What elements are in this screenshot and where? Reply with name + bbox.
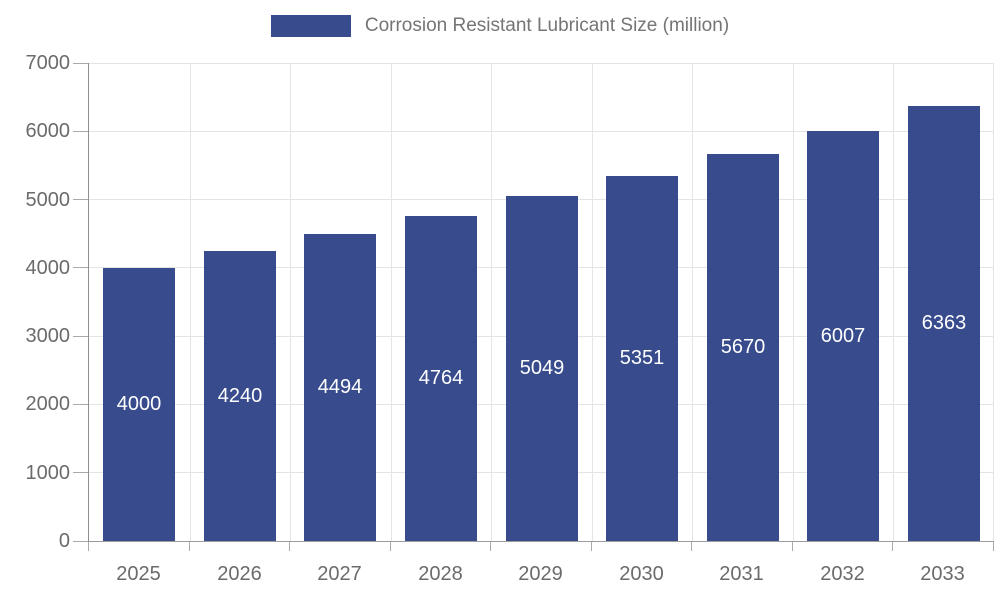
- x-tick: [993, 542, 994, 551]
- x-tick-label: 2033: [920, 563, 965, 585]
- bar-value-label: 6007: [820, 324, 866, 347]
- y-tick-label: 1000: [25, 461, 71, 484]
- x-tick: [390, 542, 391, 551]
- bar-value-label: 4240: [217, 384, 263, 407]
- grid-line-h: [89, 62, 994, 64]
- bar: 4494: [304, 234, 376, 541]
- y-tick-label: 5000: [25, 188, 71, 211]
- bar: 5670: [707, 154, 779, 541]
- x-tick-label: 2029: [518, 563, 563, 585]
- x-tick-label: 2026: [217, 563, 262, 585]
- x-tick: [490, 542, 491, 551]
- plot-area: 4000 4240 4494 4764 5049 5351 5670 6007 6363: [88, 62, 994, 542]
- x-tick-label: 2028: [418, 563, 463, 585]
- x-tick: [792, 542, 793, 551]
- y-tick: [73, 199, 88, 201]
- bar: 4764: [405, 216, 477, 541]
- bar-value-label: 4000: [116, 393, 162, 415]
- y-tick: [73, 335, 88, 337]
- bar-value-label: 5351: [619, 347, 665, 369]
- legend-label: Corrosion Resistant Lubricant Size (mill…: [364, 15, 730, 36]
- y-tick-label: 0: [58, 530, 70, 552]
- x-tick: [591, 542, 592, 551]
- legend: Corrosion Resistant Lubricant Size (mill…: [0, 15, 1000, 37]
- bar-value-label: 4494: [317, 376, 363, 398]
- grid-line-v: [491, 63, 492, 541]
- y-tick: [73, 130, 88, 132]
- x-tick: [892, 542, 893, 551]
- y-tick: [73, 403, 88, 405]
- bar-value-label: 5670: [720, 336, 766, 358]
- grid-line-v: [793, 63, 794, 541]
- bar: 5049: [506, 196, 578, 541]
- bar: 6363: [908, 106, 980, 541]
- y-tick: [73, 540, 88, 542]
- bar: 5351: [606, 176, 678, 541]
- grid-line-v: [993, 63, 994, 541]
- y-tick: [73, 267, 88, 269]
- x-tick-label: 2025: [116, 563, 161, 585]
- grid-line-v: [190, 63, 191, 541]
- bar: 6007: [807, 131, 879, 541]
- x-tick: [88, 542, 89, 551]
- x-tick-label: 2027: [317, 563, 362, 585]
- y-tick-label: 7000: [25, 52, 71, 74]
- x-tick: [189, 542, 190, 551]
- y-tick-label: 4000: [25, 256, 71, 279]
- y-tick: [73, 472, 88, 474]
- x-tick: [289, 542, 290, 551]
- y-tick-label: 6000: [25, 120, 71, 143]
- legend-swatch: [270, 15, 351, 37]
- y-tick-label: 3000: [25, 325, 71, 348]
- bar: 4000: [103, 268, 175, 541]
- grid-line-v: [592, 63, 593, 541]
- y-tick: [73, 62, 88, 64]
- grid-line-v: [290, 63, 291, 541]
- x-tick: [691, 542, 692, 551]
- x-tick-label: 2031: [719, 563, 764, 585]
- bar-value-label: 4764: [418, 367, 464, 389]
- grid-line-v: [893, 63, 894, 541]
- x-tick-label: 2030: [619, 563, 664, 585]
- grid-line-h: [89, 130, 994, 132]
- bar-value-label: 5049: [519, 357, 565, 379]
- grid-line-v: [391, 63, 392, 541]
- bar-value-label: 6363: [921, 312, 967, 334]
- bar: 4240: [204, 251, 276, 541]
- y-tick-label: 2000: [25, 393, 71, 416]
- x-tick-label: 2032: [820, 563, 865, 585]
- grid-line-v: [692, 63, 693, 541]
